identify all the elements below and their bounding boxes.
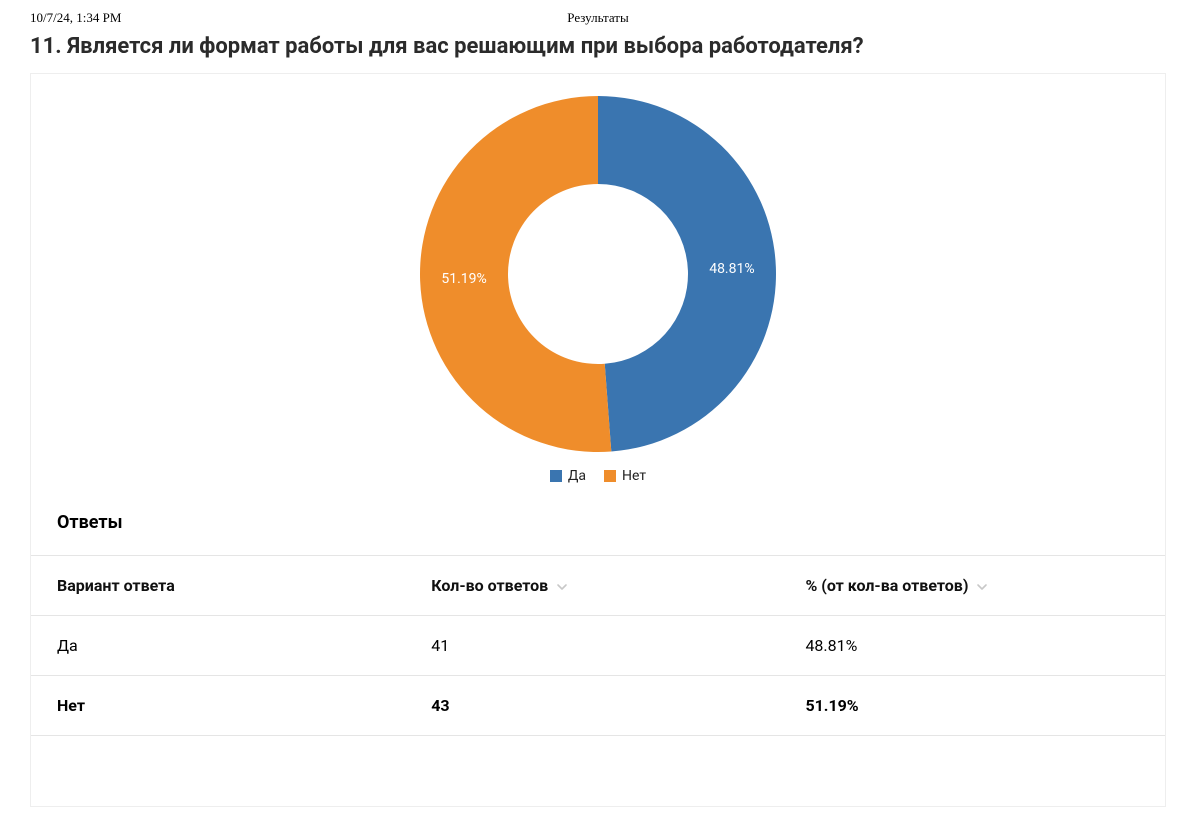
table-row: Да4148.81% xyxy=(31,616,1165,676)
table-header-label: Кол-во ответов xyxy=(431,576,548,595)
table-row: Нет4351.19% xyxy=(31,676,1165,736)
question-text: Является ли формат работы для вас решающ… xyxy=(67,34,864,59)
answers-table: Вариант ответа Кол-во ответов % (от кол-ва… xyxy=(31,555,1165,806)
table-header-label: % (от кол-ва ответов) xyxy=(805,576,968,595)
table-spacer-row xyxy=(31,736,1165,806)
header-timestamp: 10/7/24, 1:34 PM xyxy=(30,10,121,26)
donut-slice-1 xyxy=(420,96,611,452)
chevron-down-icon[interactable] xyxy=(976,581,988,593)
table-cell-count: 43 xyxy=(405,676,779,736)
table-header-label: Вариант ответа xyxy=(57,576,175,595)
legend-item-0: Да xyxy=(550,468,586,484)
table-cell-percent: 48.81% xyxy=(779,616,1165,676)
legend-label: Нет xyxy=(622,468,646,484)
legend-label: Да xyxy=(568,468,586,484)
table-header-count[interactable]: Кол-во ответов xyxy=(405,556,779,616)
table-header-percent[interactable]: % (от кол-ва ответов) xyxy=(779,556,1165,616)
donut-slice-0 xyxy=(598,96,776,452)
chart-legend: Да Нет xyxy=(550,468,646,484)
table-header-row: Вариант ответа Кол-во ответов % (от кол-ва… xyxy=(31,556,1165,616)
table-cell-count: 41 xyxy=(405,616,779,676)
donut-chart: 48.81%51.19% xyxy=(418,94,778,454)
donut-chart-container: 48.81%51.19% Да Нет xyxy=(31,74,1165,494)
header-center-label: Результаты xyxy=(567,10,628,26)
answers-section-title: Ответы xyxy=(31,494,1165,555)
legend-item-1: Нет xyxy=(604,468,646,484)
legend-swatch xyxy=(550,470,562,482)
table-body: Да4148.81%Нет4351.19% xyxy=(31,616,1165,806)
question-number: 11 xyxy=(30,34,55,59)
table-cell-percent: 51.19% xyxy=(779,676,1165,736)
table-cell-option: Да xyxy=(31,616,405,676)
results-panel: 48.81%51.19% ДаНет Ответы Вариант ответа… xyxy=(30,73,1166,807)
legend-swatch xyxy=(604,470,616,482)
table-cell-option: Нет xyxy=(31,676,405,736)
question-title: 11. Является ли формат работы для вас ре… xyxy=(0,26,1196,73)
table-header-option: Вариант ответа xyxy=(31,556,405,616)
chevron-down-icon[interactable] xyxy=(556,581,568,593)
page-header: 10/7/24, 1:34 PM Результаты xyxy=(0,0,1196,26)
